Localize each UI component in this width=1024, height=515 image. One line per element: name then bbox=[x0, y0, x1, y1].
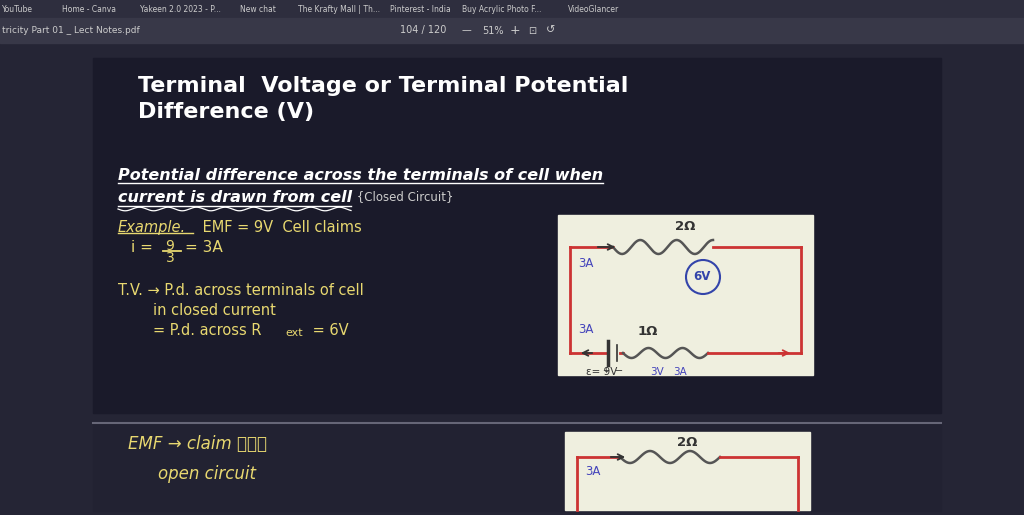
Text: in closed current: in closed current bbox=[153, 303, 275, 318]
Text: 3A: 3A bbox=[578, 323, 593, 336]
Text: YouTube: YouTube bbox=[2, 5, 33, 13]
Bar bbox=[0, 18, 1024, 43]
Text: EMF = 9V  Cell claims: EMF = 9V Cell claims bbox=[198, 220, 361, 235]
Text: EMF → claim करे: EMF → claim करे bbox=[128, 435, 267, 453]
Text: 3V: 3V bbox=[650, 367, 664, 377]
Text: Terminal  Voltage or Terminal Potential
Difference (V): Terminal Voltage or Terminal Potential D… bbox=[138, 76, 629, 123]
Bar bbox=[565, 432, 810, 510]
Text: 104 / 120: 104 / 120 bbox=[400, 26, 446, 36]
Text: Yakeen 2.0 2023 - P...: Yakeen 2.0 2023 - P... bbox=[140, 5, 221, 13]
Text: Pinterest - India: Pinterest - India bbox=[390, 5, 451, 13]
Text: = 3A: = 3A bbox=[185, 240, 223, 255]
Text: 9: 9 bbox=[165, 239, 174, 253]
Text: current is drawn from cell: current is drawn from cell bbox=[118, 190, 352, 205]
Text: 3A: 3A bbox=[578, 257, 593, 270]
Text: 3A: 3A bbox=[585, 465, 600, 478]
Text: T.V. → P.d. across terminals of cell: T.V. → P.d. across terminals of cell bbox=[118, 283, 364, 298]
Text: +: + bbox=[510, 24, 520, 37]
Text: tricity Part 01 _ Lect Notes.pdf: tricity Part 01 _ Lect Notes.pdf bbox=[2, 26, 139, 35]
Text: ε= 9V: ε= 9V bbox=[586, 367, 617, 377]
Text: = P.d. across R: = P.d. across R bbox=[153, 323, 261, 338]
Text: Home - Canva: Home - Canva bbox=[62, 5, 116, 13]
Text: Buy Acrylic Photo F...: Buy Acrylic Photo F... bbox=[462, 5, 542, 13]
Text: 2Ω: 2Ω bbox=[677, 436, 697, 449]
Text: 2Ω: 2Ω bbox=[675, 220, 695, 233]
Text: ↺: ↺ bbox=[546, 26, 555, 36]
Text: The Krafty Mall | Th...: The Krafty Mall | Th... bbox=[298, 5, 380, 13]
Text: Potential difference across the terminals of cell when: Potential difference across the terminal… bbox=[118, 168, 603, 183]
Text: 3A: 3A bbox=[673, 367, 687, 377]
Bar bbox=[93, 58, 941, 413]
Text: Example.: Example. bbox=[118, 220, 186, 235]
Text: = 6V: = 6V bbox=[308, 323, 348, 338]
Text: ext: ext bbox=[285, 328, 303, 338]
Text: VideoGlancer: VideoGlancer bbox=[568, 5, 620, 13]
Text: {Closed Circuit}: {Closed Circuit} bbox=[353, 190, 454, 203]
Bar bbox=[0, 0, 1024, 18]
Text: 6V: 6V bbox=[693, 270, 711, 283]
Text: 1Ω: 1Ω bbox=[638, 325, 658, 338]
Text: +: + bbox=[602, 366, 609, 375]
Text: New chat: New chat bbox=[240, 5, 275, 13]
Text: 3: 3 bbox=[166, 251, 175, 265]
Text: 51%: 51% bbox=[482, 26, 504, 36]
Text: —: — bbox=[462, 26, 472, 36]
Text: −: − bbox=[615, 366, 624, 376]
Text: open circuit: open circuit bbox=[158, 465, 256, 483]
Bar bbox=[93, 423, 941, 511]
Text: ⊡: ⊡ bbox=[528, 26, 537, 36]
Text: i =: i = bbox=[131, 240, 153, 255]
Bar bbox=[558, 215, 813, 375]
